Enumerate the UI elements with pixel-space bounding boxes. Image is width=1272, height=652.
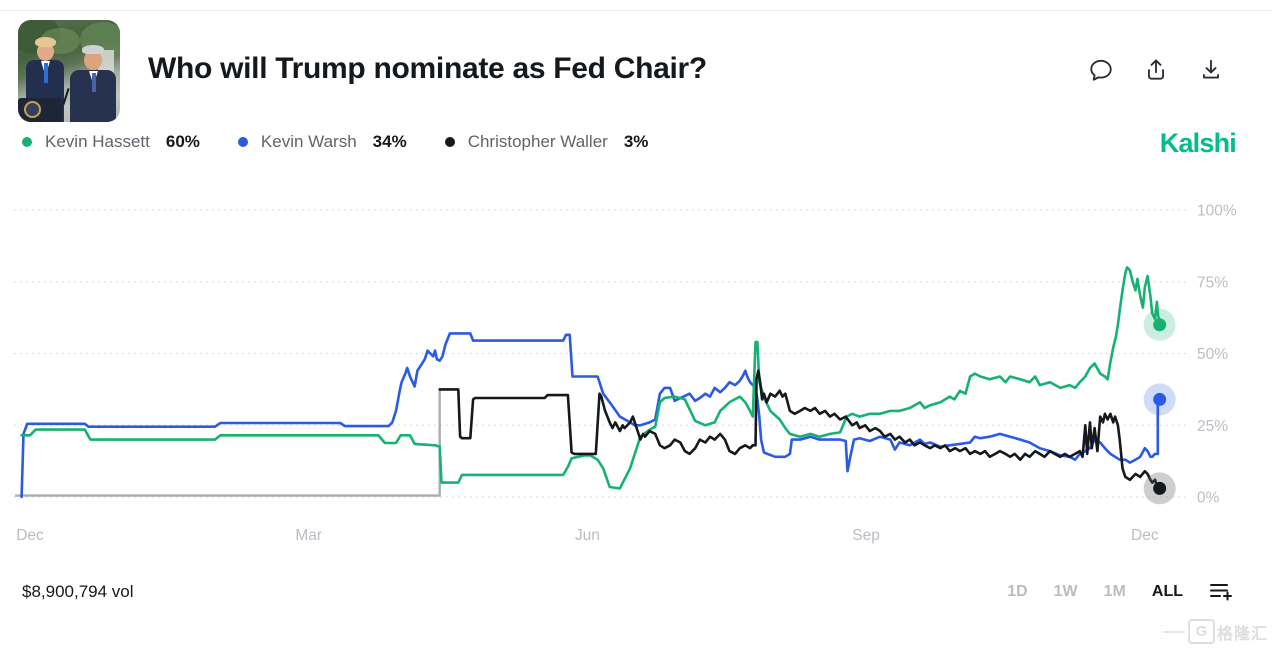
- header-actions: [1088, 57, 1224, 83]
- legend-name: Christopher Waller: [467, 132, 608, 151]
- x-axis-label-jun: Jun: [575, 527, 600, 544]
- legend-item-christopher-waller[interactable]: Christopher Waller 3%: [444, 132, 649, 152]
- download-icon[interactable]: [1198, 57, 1224, 83]
- hassett-series-dot: [22, 137, 32, 147]
- y-axis-label-75: 75%: [1197, 274, 1228, 291]
- kalshi-logo[interactable]: Kalshi: [1159, 128, 1237, 158]
- legend-item-kevin-warsh[interactable]: Kevin Warsh 34%: [237, 132, 407, 152]
- legend-value: 3%: [623, 132, 649, 151]
- y-axis-label-0: 0%: [1197, 490, 1220, 507]
- top-divider: [0, 10, 1272, 11]
- range-button-all[interactable]: ALL: [1151, 582, 1183, 600]
- series-line-kevin-hassett: [20, 266, 1161, 490]
- chart-legend: Kevin Hassett 60% Kevin Warsh 34% Christ…: [22, 132, 648, 152]
- volume-label: $8,900,794 vol: [22, 582, 134, 601]
- endpoint-dot-kevin-warsh: [1153, 392, 1167, 406]
- series-line-christopher-waller: [438, 369, 1161, 490]
- legend-item-kevin-hassett[interactable]: Kevin Hassett 60%: [22, 132, 200, 152]
- x-axis-label-mar: Mar: [295, 527, 322, 544]
- watermark-logo-letter: G: [1187, 619, 1215, 644]
- range-button-1w[interactable]: 1W: [1053, 582, 1078, 600]
- watermark-line: [1162, 630, 1185, 633]
- chart-plot-area[interactable]: [14, 200, 1178, 510]
- range-buttons: 1D 1W 1M ALL: [1007, 583, 1183, 601]
- endpoint-dot-kevin-hassett: [1153, 318, 1167, 332]
- x-axis-label-dec: Dec: [16, 527, 44, 544]
- market-thumbnail: [18, 20, 120, 122]
- y-axis-label-25: 25%: [1197, 418, 1228, 435]
- waller-series-dot: [444, 137, 455, 147]
- gelonghui-watermark: G 格隆汇: [1162, 619, 1268, 644]
- legend-value: 34%: [372, 132, 407, 151]
- endpoint-dot-christopher-waller: [1153, 481, 1167, 495]
- legend-name: Kevin Hassett: [45, 132, 150, 151]
- y-axis-label-50: 50%: [1197, 346, 1228, 363]
- playlist-add-icon[interactable]: [1209, 582, 1233, 601]
- range-button-1m[interactable]: 1M: [1103, 582, 1126, 600]
- x-axis-label-dec: Dec: [1131, 527, 1159, 544]
- share-icon[interactable]: [1143, 57, 1169, 83]
- y-axis-label-100: 100%: [1197, 203, 1237, 220]
- presidential-seal-decor: [24, 101, 41, 118]
- range-selector: 1D 1W 1M ALL: [1007, 582, 1233, 601]
- page-title: Who will Trump nominate as Fed Chair?: [148, 52, 707, 85]
- warsh-series-dot: [237, 137, 248, 147]
- x-axis-label-sep: Sep: [852, 527, 880, 544]
- legend-name: Kevin Warsh: [260, 132, 357, 151]
- range-button-1d[interactable]: 1D: [1007, 582, 1028, 600]
- comment-icon[interactable]: [1088, 57, 1114, 83]
- watermark-text: 格隆汇: [1216, 625, 1268, 643]
- prelisting-line-christopher-waller: [15, 389, 441, 497]
- legend-value: 60%: [165, 132, 200, 151]
